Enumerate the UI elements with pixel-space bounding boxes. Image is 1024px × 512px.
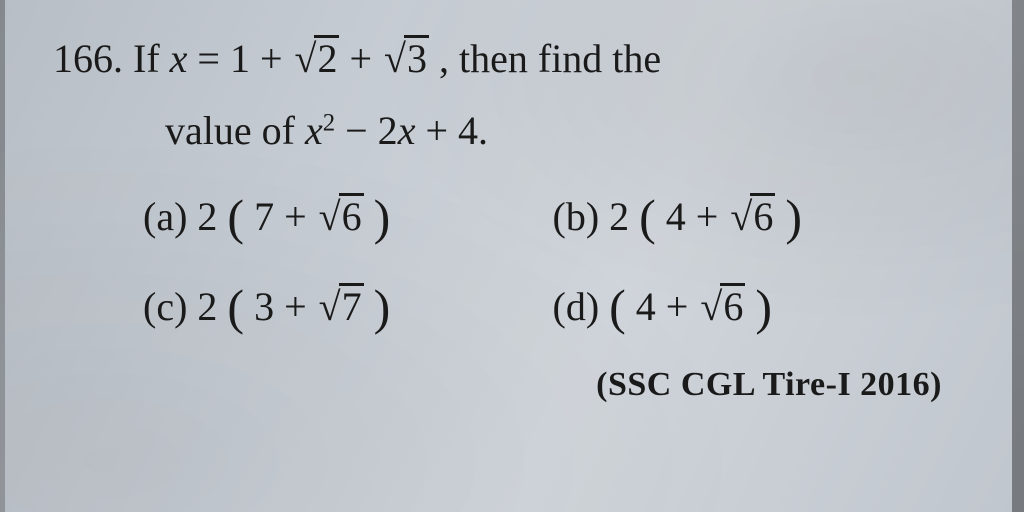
option-c-sqrt: 7: [317, 283, 364, 330]
option-a: (a) 2 ( 7 + 6 ): [143, 188, 543, 246]
question-number: 166.: [53, 36, 123, 81]
option-b-sqrt: 6: [728, 193, 775, 240]
question-line-1: 166. If x = 1 + 2 + 3 , then find the: [53, 28, 952, 90]
question-line-2: value of x2 − 2x + 4.: [53, 100, 952, 162]
eq-var-x: x: [170, 36, 188, 81]
expr-pow: 2: [323, 109, 335, 136]
option-a-sqrt: 6: [317, 193, 364, 240]
option-b-radicand: 6: [750, 193, 775, 238]
lparen-icon: (: [639, 189, 656, 245]
option-d: (d) ( 4 + 6 ): [553, 278, 953, 336]
lparen-icon: (: [227, 189, 244, 245]
page-scan: 166. If x = 1 + 2 + 3 , then find the va…: [0, 0, 1024, 512]
lparen-icon: (: [227, 279, 244, 335]
rparen-icon: ): [374, 189, 391, 245]
option-c-num: 3 +: [254, 284, 317, 329]
eq-sqrt-3: 3: [382, 28, 429, 90]
q-text-then-find: , then find the: [439, 36, 661, 81]
expr-x1: x: [305, 108, 323, 153]
eq-plus-1: +: [260, 36, 293, 81]
rparen-icon: ): [755, 279, 772, 335]
option-a-num: 7 +: [254, 194, 317, 239]
option-c-radicand: 7: [339, 283, 364, 328]
expr-tail: + 4.: [425, 108, 488, 153]
expr-x2: x: [398, 108, 416, 153]
option-d-label: (d): [553, 284, 610, 329]
q-text-if: If: [133, 36, 170, 81]
expr-mid: − 2: [345, 108, 398, 153]
option-d-radicand: 6: [720, 283, 745, 328]
option-b-label: (b): [553, 194, 610, 239]
option-a-coef: 2: [197, 194, 217, 239]
option-c: (c) 2 ( 3 + 7 ): [143, 278, 543, 336]
eq-eq: =: [197, 36, 230, 81]
option-b-num: 4 +: [666, 194, 729, 239]
rparen-icon: ): [785, 189, 802, 245]
eq-sqrt-2-radicand: 2: [314, 35, 339, 80]
option-c-label: (c): [143, 284, 197, 329]
option-b-coef: 2: [609, 194, 629, 239]
option-a-radicand: 6: [339, 193, 364, 238]
option-b: (b) 2 ( 4 + 6 ): [553, 188, 953, 246]
option-a-label: (a): [143, 194, 197, 239]
rparen-icon: ): [374, 279, 391, 335]
option-c-coef: 2: [197, 284, 217, 329]
exam-source: (SSC CGL Tire-I 2016): [53, 366, 952, 404]
eq-sqrt-2: 2: [293, 28, 340, 90]
option-d-sqrt: 6: [698, 283, 745, 330]
eq-term-1: 1: [230, 36, 250, 81]
eq-plus-2: +: [349, 36, 382, 81]
options-grid: (a) 2 ( 7 + 6 ) (b) 2 ( 4 + 6 ) (c) 2 ( …: [53, 188, 952, 336]
eq-sqrt-3-radicand: 3: [404, 35, 429, 80]
lparen-icon: (: [609, 279, 626, 335]
q-text-value-of: value of: [165, 108, 305, 153]
option-d-num: 4 +: [636, 284, 699, 329]
